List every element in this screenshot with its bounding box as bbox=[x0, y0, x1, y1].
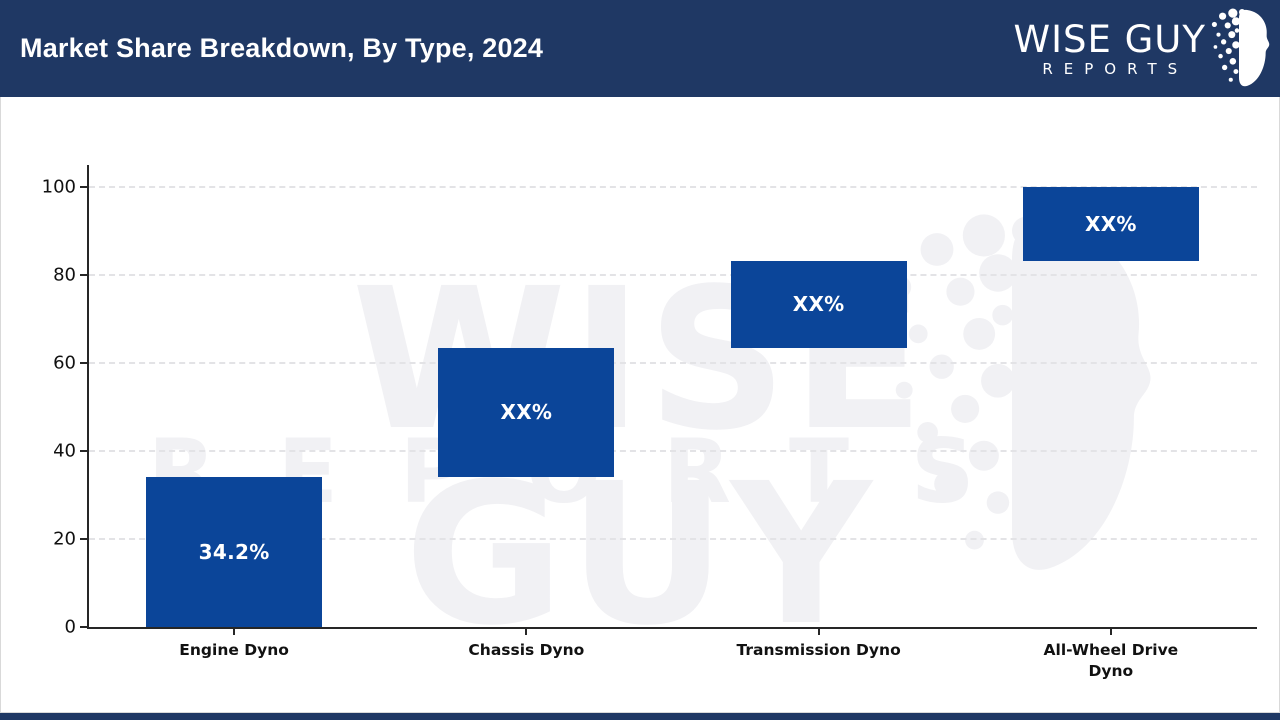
y-tick-label: 40 bbox=[53, 440, 76, 462]
logo-wordmark: WISE GUY bbox=[1013, 17, 1206, 61]
y-tick-mark bbox=[80, 186, 87, 188]
wiseguy-logo: WISE GUY REPORTS bbox=[1014, 8, 1270, 90]
y-tick-mark bbox=[80, 538, 87, 540]
page-title: Market Share Breakdown, By Type, 2024 bbox=[20, 33, 544, 63]
y-axis-line bbox=[87, 165, 89, 629]
x-tick-mark bbox=[817, 629, 820, 635]
x-category-label: Engine Dyno bbox=[179, 641, 289, 659]
y-tick-label: 60 bbox=[53, 352, 76, 374]
x-tick-mark bbox=[525, 629, 528, 635]
header-bar: Market Share Breakdown, By Type, 2024 WI… bbox=[0, 0, 1280, 97]
gridline-100 bbox=[89, 186, 1257, 188]
x-axis-line bbox=[87, 627, 1257, 629]
bar-transmission-dyno: XX% bbox=[730, 260, 907, 348]
x-tick-mark bbox=[233, 629, 236, 635]
y-tick-mark bbox=[80, 362, 87, 364]
y-tick-mark bbox=[80, 450, 87, 452]
wiseguy-logo-text: WISE GUY REPORTS bbox=[1014, 21, 1206, 77]
bar-chassis-dyno: XX% bbox=[438, 347, 615, 477]
y-tick-label: 100 bbox=[41, 176, 76, 198]
y-tick-label: 80 bbox=[53, 264, 76, 286]
bar-value-label: 34.2% bbox=[198, 539, 270, 564]
logo-subtitle: REPORTS bbox=[1042, 59, 1189, 78]
wiseguy-face-icon bbox=[1211, 8, 1270, 86]
bar-value-label: XX% bbox=[500, 400, 553, 425]
bar-engine-dyno: 34.2% bbox=[146, 476, 323, 627]
gridline-60 bbox=[89, 362, 1257, 364]
bar-all-wheel-drive-dyno: XX% bbox=[1022, 187, 1199, 261]
gridline-40 bbox=[89, 450, 1257, 452]
footer-bar bbox=[0, 713, 1280, 720]
y-tick-mark bbox=[80, 626, 87, 628]
gridline-80 bbox=[89, 274, 1257, 276]
bar-value-label: XX% bbox=[1084, 211, 1137, 236]
y-tick-mark bbox=[80, 274, 87, 276]
gridline-20 bbox=[89, 538, 1257, 540]
x-category-label: Chassis Dyno bbox=[468, 641, 585, 659]
bar-value-label: XX% bbox=[792, 292, 845, 317]
y-tick-label: 20 bbox=[53, 528, 76, 550]
x-category-label: Transmission Dyno bbox=[736, 641, 901, 659]
y-tick-label: 0 bbox=[64, 616, 76, 638]
x-tick-mark bbox=[1109, 629, 1112, 635]
x-category-label: All-Wheel Drive Dyno bbox=[1043, 641, 1179, 680]
